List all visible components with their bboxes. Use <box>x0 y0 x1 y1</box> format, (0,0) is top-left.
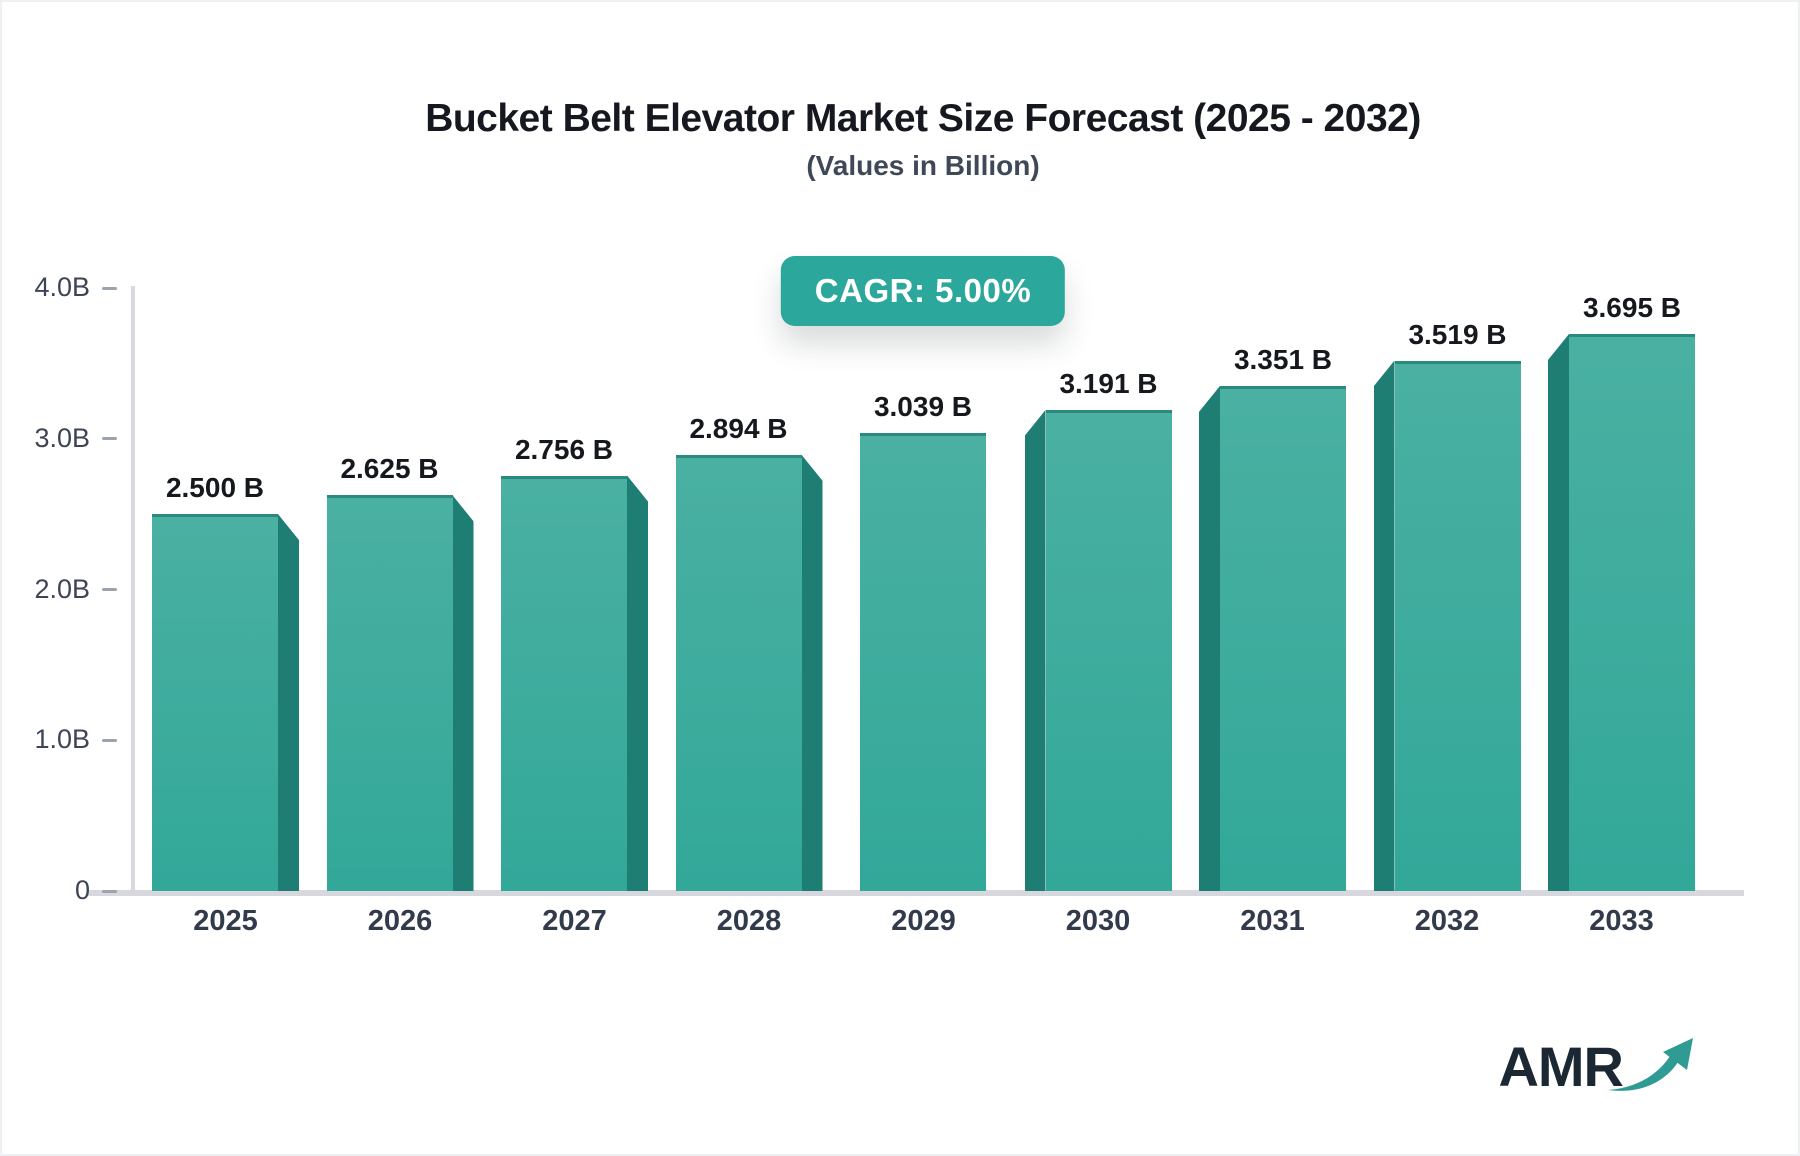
bar-2033 <box>1548 333 1695 891</box>
x-axis-label-2028: 2028 <box>716 905 782 937</box>
bar-front-face <box>675 454 802 891</box>
bar-value-label: 2.625 B <box>340 453 439 485</box>
amr-logo: AMR <box>1498 1034 1695 1098</box>
x-axis-label-2026: 2026 <box>367 905 433 937</box>
bar-value-label: 3.519 B <box>1408 318 1507 350</box>
y-tick-label: 1.0B <box>34 724 90 755</box>
bar-2032 <box>1373 360 1521 891</box>
y-tick-label: 3.0B <box>34 422 90 453</box>
bar-2031 <box>1199 385 1346 891</box>
growth-arrow-icon <box>1608 1038 1693 1091</box>
y-tick-mark <box>102 738 117 742</box>
x-axis-label-2027: 2027 <box>542 905 607 937</box>
cagr-badge: CAGR: 5.00% <box>780 256 1066 326</box>
bar-side-face <box>627 475 648 891</box>
bar-side-face <box>1373 360 1395 891</box>
bar-value-label: 2.756 B <box>514 433 614 465</box>
chart-title: Bucket Belt Elevator Market Size Forecas… <box>425 97 1421 140</box>
bar-2027 <box>501 475 648 891</box>
bar-2028 <box>675 454 823 891</box>
y-tick-mark <box>102 437 117 441</box>
bar-value-label: 3.191 B <box>1059 367 1158 399</box>
y-tick-mark <box>102 286 117 290</box>
bar-front-face <box>1569 333 1695 891</box>
y-tick-label: 4.0B <box>34 272 90 302</box>
bar-2025 <box>152 514 299 891</box>
y-tick-mark <box>102 889 117 893</box>
bar-front-face <box>152 514 278 891</box>
x-axis-label-2025: 2025 <box>193 905 258 937</box>
chart-subtitle: (Values in Billion) <box>806 150 1040 181</box>
bar-side-face <box>801 454 823 891</box>
bar-value-label: 3.351 B <box>1233 343 1333 375</box>
bar-front-face <box>1394 360 1521 891</box>
bar-front-face <box>326 495 453 891</box>
y-tick-label: 2.0B <box>34 573 90 604</box>
x-axis-baseline <box>87 890 1744 896</box>
bar-side-face <box>1024 409 1046 891</box>
y-tick-mark <box>102 588 117 591</box>
bar-side-face <box>1548 333 1569 891</box>
x-axis-label-2033: 2033 <box>1589 905 1654 937</box>
amr-logo-text: AMR <box>1498 1035 1624 1098</box>
y-axis-line <box>131 286 135 893</box>
bar-value-label: 3.039 B <box>873 390 973 422</box>
bar-2030 <box>1024 409 1172 891</box>
bar-2026 <box>326 495 474 891</box>
y-tick-label: 0 <box>74 875 90 905</box>
bar-value-label: 3.695 B <box>1582 291 1682 323</box>
bar-front-face <box>1045 409 1172 891</box>
chart-header: Bucket Belt Elevator Market Size Forecas… <box>25 96 1798 182</box>
bar-front-face <box>860 432 986 891</box>
bar-front-face <box>501 475 627 891</box>
x-axis-label-2032: 2032 <box>1414 905 1480 937</box>
x-axis-label-2031: 2031 <box>1240 905 1305 937</box>
x-axis-label-2030: 2030 <box>1065 905 1131 937</box>
bar-front-face <box>1220 385 1346 891</box>
x-axis-label-2029: 2029 <box>891 905 956 937</box>
bar-value-label: 2.500 B <box>165 472 265 504</box>
bar-value-label: 2.894 B <box>689 412 788 444</box>
bar-side-face <box>452 495 474 891</box>
bar-side-face <box>278 514 299 891</box>
bar-side-face <box>1199 385 1220 891</box>
bar-2029 <box>850 432 997 891</box>
